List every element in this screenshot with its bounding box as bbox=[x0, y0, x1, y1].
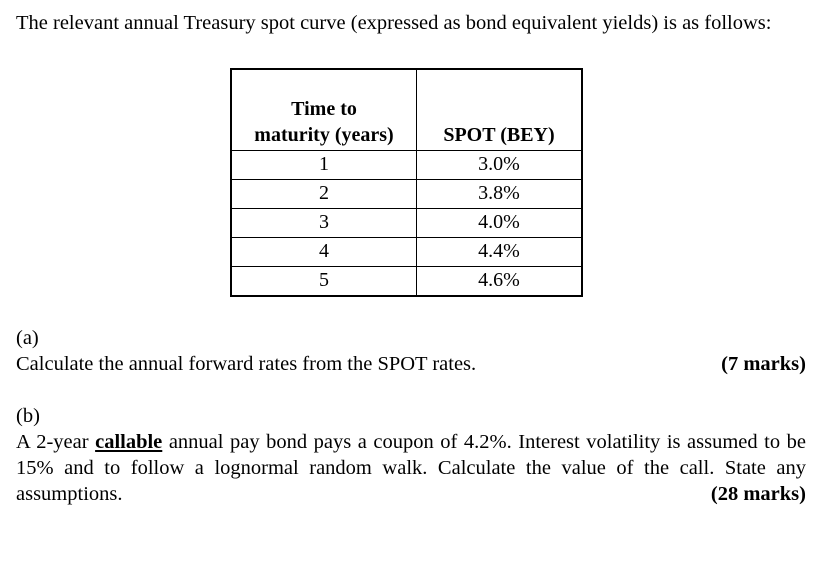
part-b-text-before: A 2-year bbox=[16, 431, 96, 454]
maturity-header-line2: maturity (years) bbox=[254, 123, 394, 146]
part-b-marks: (28 marks) bbox=[710, 481, 806, 508]
part-b-callable-emphasis: callable bbox=[95, 431, 163, 454]
table-row: 5 4.6% bbox=[230, 266, 583, 297]
maturity-cell: 4 bbox=[230, 237, 417, 268]
part-b-text-after: annual pay bond pays a coupon of 4.2%. I… bbox=[16, 431, 806, 506]
maturity-cell: 2 bbox=[230, 179, 417, 210]
spot-cell: 3.8% bbox=[416, 179, 583, 210]
spot-cell: 3.0% bbox=[416, 150, 583, 181]
spot-cell: 4.4% bbox=[416, 237, 583, 268]
spot-table: Time to maturity (years) SPOT (BEY) 1 3.… bbox=[230, 68, 583, 298]
table-row: 2 3.8% bbox=[230, 179, 583, 210]
spot-cell: 4.0% bbox=[416, 208, 583, 239]
table-row: 4 4.4% bbox=[230, 237, 583, 268]
part-b-section: (b) A 2-year callable annual pay bond pa… bbox=[16, 403, 807, 508]
intro-paragraph: The relevant annual Treasury spot curve … bbox=[16, 12, 772, 34]
maturity-cell: 1 bbox=[230, 150, 417, 181]
part-a-label: (a) bbox=[16, 327, 39, 350]
maturity-header-line1: Time to bbox=[291, 98, 357, 121]
spot-table-container: Time to maturity (years) SPOT (BEY) 1 3.… bbox=[230, 68, 807, 298]
part-a-marks: (7 marks) bbox=[721, 353, 806, 376]
part-a-text: Calculate the annual forward rates from … bbox=[16, 353, 477, 376]
part-a-line: Calculate the annual forward rates from … bbox=[16, 351, 806, 377]
part-b-paragraph: A 2-year callable annual pay bond pays a… bbox=[16, 429, 806, 508]
spot-column-header: SPOT (BEY) bbox=[416, 68, 583, 152]
table-row: 3 4.0% bbox=[230, 208, 583, 239]
maturity-cell: 5 bbox=[230, 266, 417, 297]
table-row: 1 3.0% bbox=[230, 150, 583, 181]
maturity-cell: 3 bbox=[230, 208, 417, 239]
part-b-label: (b) bbox=[16, 405, 40, 428]
spot-cell: 4.6% bbox=[416, 266, 583, 297]
part-a-section: (a) Calculate the annual forward rates f… bbox=[16, 325, 807, 377]
maturity-column-header: Time to maturity (years) bbox=[230, 68, 417, 152]
table-header-row: Time to maturity (years) SPOT (BEY) bbox=[230, 68, 583, 152]
